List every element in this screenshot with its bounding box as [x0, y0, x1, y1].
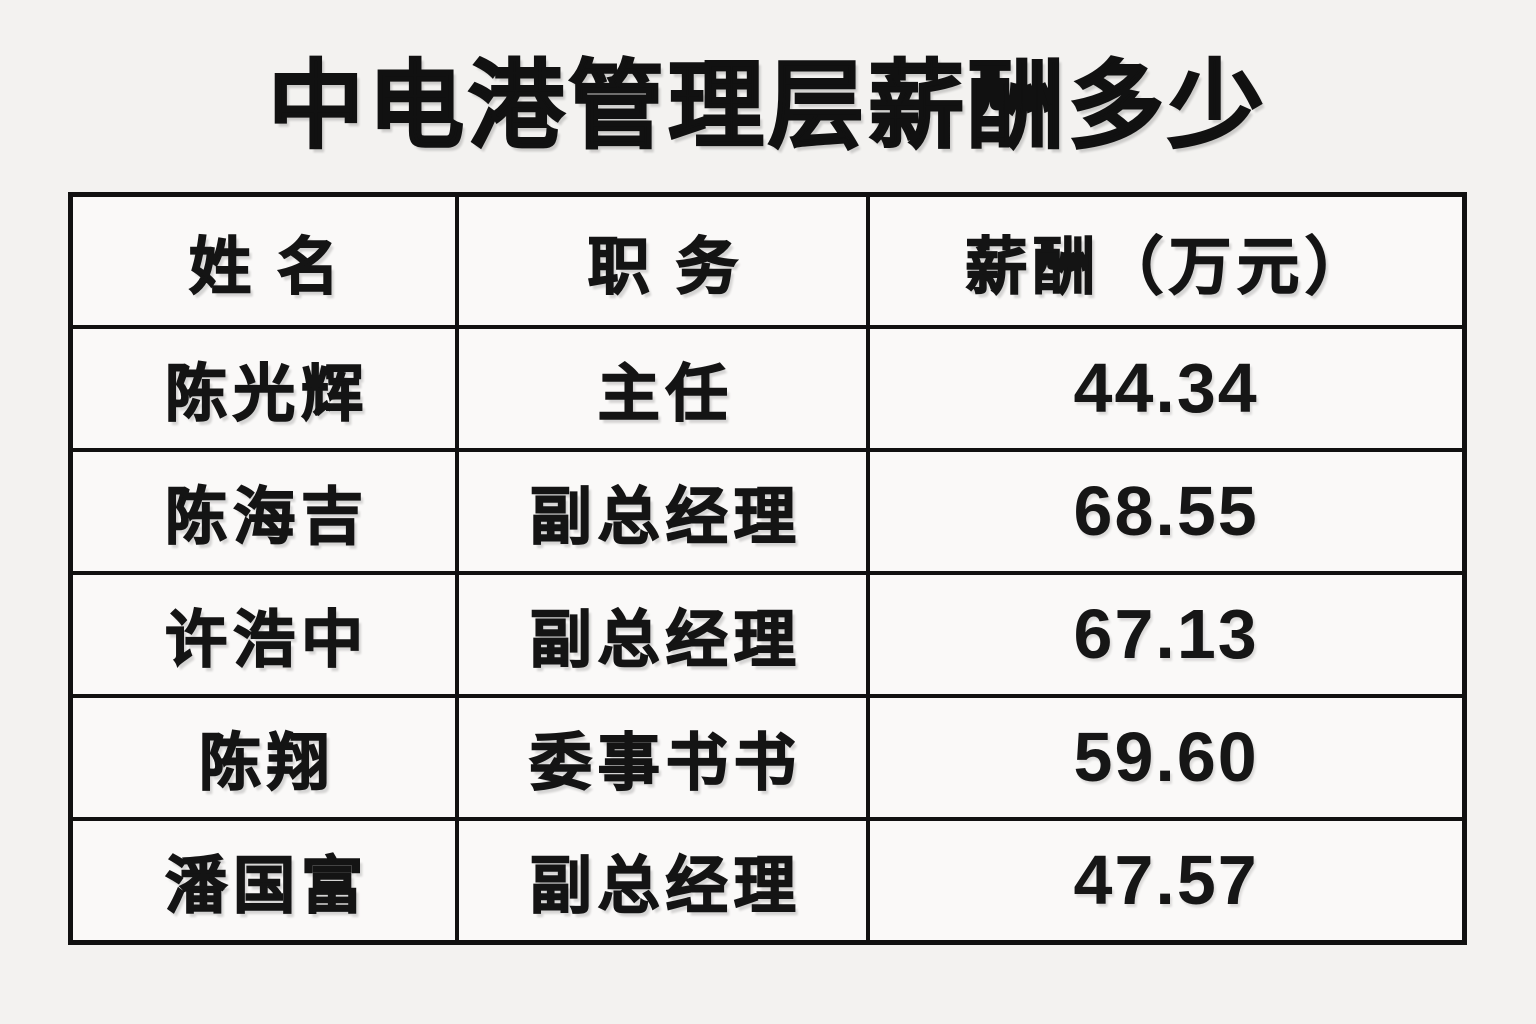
table-row-1-salary: 44.34: [870, 328, 1462, 448]
table-row-4-position: 委事书书: [459, 697, 867, 817]
table-row-2-salary: 68.55: [870, 451, 1462, 571]
table-row-4-salary: 59.60: [870, 697, 1462, 817]
table-row-5-position: 副总经理: [459, 820, 867, 940]
table-row-1-position: 主任: [459, 328, 867, 448]
page-title: 中电港管理层薪酬多少: [267, 52, 1268, 161]
column-header-position: 职务: [459, 197, 867, 325]
table-row-5-name: 潘国富: [73, 820, 456, 940]
table-row-3-name: 许浩中: [73, 574, 456, 694]
table-row-3-salary: 67.13: [870, 574, 1462, 694]
table-row-4-name: 陈翔: [73, 697, 456, 817]
table-row-2-name: 陈海吉: [73, 451, 456, 571]
table-row-3-position: 副总经理: [459, 574, 867, 694]
table-row-2-position: 副总经理: [459, 451, 867, 571]
table-row-5-salary: 47.57: [870, 820, 1462, 940]
table-row-1-name: 陈光辉: [73, 328, 456, 448]
salary-table: 姓名 职务 薪酬（万元） 陈光辉 主任 44.34 陈海吉 副总经理 68.55…: [68, 192, 1467, 945]
column-header-salary: 薪酬（万元）: [870, 197, 1462, 325]
column-header-name: 姓名: [73, 197, 456, 325]
